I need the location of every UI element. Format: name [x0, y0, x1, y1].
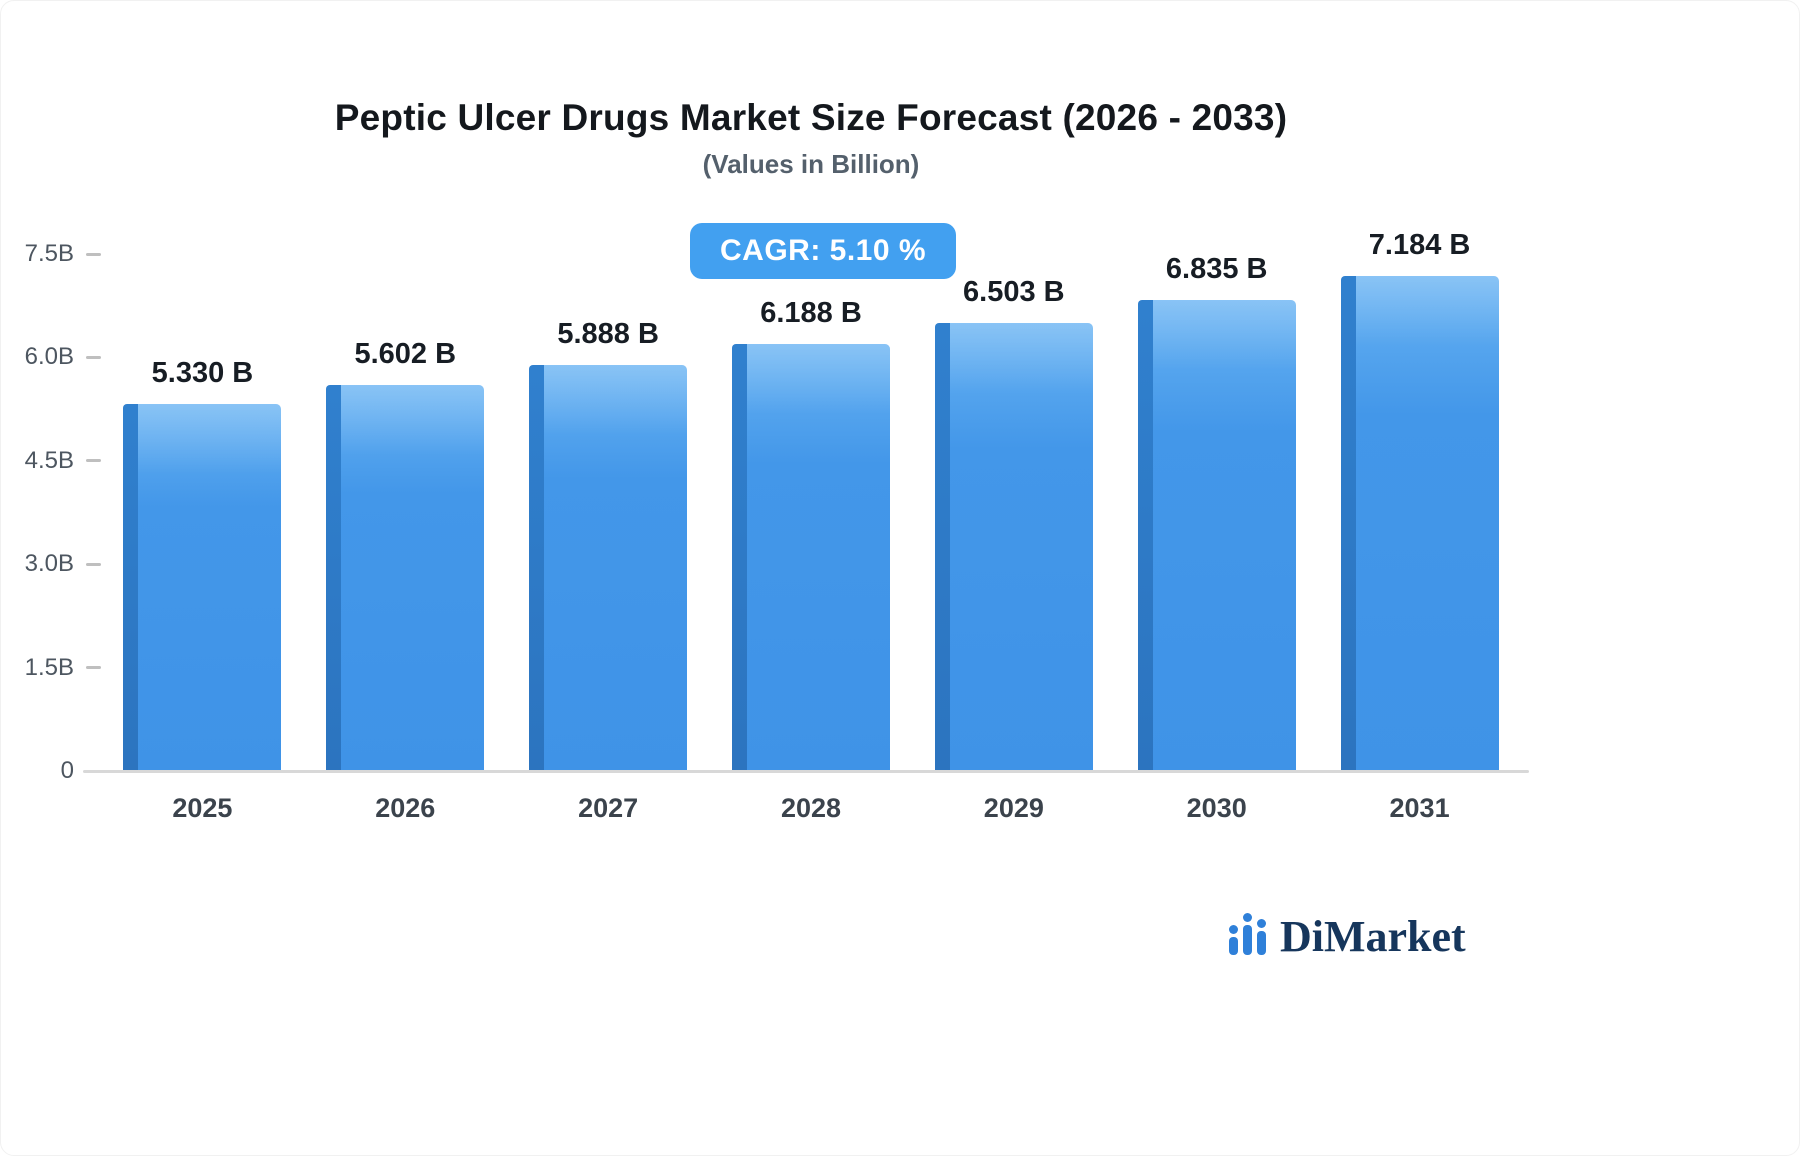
bar-face: [138, 403, 282, 771]
bar: 5.330 B: [123, 357, 282, 771]
bar: 5.602 B: [326, 338, 485, 771]
bar-side-shade: [529, 365, 545, 771]
bar-side-shade: [326, 384, 342, 771]
bar-value-label: 6.503 B: [963, 275, 1065, 308]
y-tick-mark: [86, 459, 101, 463]
logo-bar-right: [1257, 919, 1266, 955]
y-tick-label: 4.5B: [24, 446, 74, 474]
x-axis-label: 2027: [578, 793, 639, 823]
bar-side-shade: [123, 403, 139, 771]
plot-area: 7.5B 6.0B 4.5B 3.0B 1.5B 0 5.330 B 2025 5.602 B…: [25, 229, 1529, 823]
y-tick-mark: [86, 252, 101, 256]
logo-bar: [1229, 937, 1238, 955]
y-tick-mark: [86, 355, 101, 359]
chart-title: Peptic Ulcer Drugs Market Size Forecast …: [334, 97, 1288, 138]
x-axis-line: [83, 770, 1529, 773]
bar-face: [949, 322, 1093, 771]
bar-face: [1152, 299, 1296, 771]
logo-bar-middle: [1243, 913, 1252, 955]
brand-logo: DiMarket: [1229, 903, 1466, 959]
x-axis-label: 2026: [375, 793, 436, 823]
bar-value-label: 7.184 B: [1368, 228, 1471, 261]
chart-subtitle: (Values in Billion): [702, 149, 920, 179]
x-axis-label: 2025: [172, 793, 233, 823]
bar: 7.184 B: [1340, 229, 1499, 771]
bar: 5.888 B: [529, 318, 688, 771]
y-tick-mark: [86, 666, 101, 670]
y-tick-label: 1.5B: [24, 653, 74, 681]
logo-bar: [1257, 931, 1266, 955]
bar-value-label: 6.835 B: [1165, 252, 1268, 285]
bar-value-label: 5.330 B: [151, 356, 254, 389]
bar-face: [341, 384, 485, 771]
bar-value-label: 6.188 B: [760, 297, 862, 330]
y-tick-label: 3.0B: [24, 550, 74, 578]
bar: 6.835 B: [1137, 253, 1296, 771]
bar-side-shade: [732, 344, 747, 771]
bar: 6.188 B: [732, 297, 890, 771]
x-axis-label: 2028: [780, 793, 842, 823]
bar-side-shade: [1137, 299, 1153, 771]
x-axis-label: 2029: [983, 793, 1044, 823]
bar-side-shade: [1340, 275, 1356, 771]
logo-bar-left: [1229, 925, 1238, 955]
y-tick-label: 0: [60, 757, 74, 784]
logo-dot: [1229, 925, 1238, 934]
bar-face: [544, 365, 688, 771]
bar: 6.503 B: [934, 276, 1093, 771]
bar-side-shade: [934, 322, 950, 771]
logo-bar: [1243, 925, 1252, 955]
bar-chart-logo-icon: [1229, 903, 1266, 959]
bar-value-label: 5.888 B: [557, 318, 659, 351]
y-tick-mark: [86, 562, 101, 566]
bar-face: [747, 344, 890, 771]
bar-value-label: 5.602 B: [354, 337, 457, 370]
brand-name: DiMarket: [1280, 912, 1466, 961]
bar-face: [1355, 275, 1499, 771]
y-tick-label: 6.0B: [24, 343, 74, 371]
logo-dot: [1257, 919, 1266, 928]
cagr-badge: CAGR: 5.10 %: [690, 223, 957, 279]
x-axis-label: 2030: [1186, 793, 1247, 823]
x-axis-label: 2031: [1389, 793, 1450, 823]
logo-dot: [1243, 913, 1252, 922]
y-tick-label: 7.5B: [24, 240, 74, 267]
